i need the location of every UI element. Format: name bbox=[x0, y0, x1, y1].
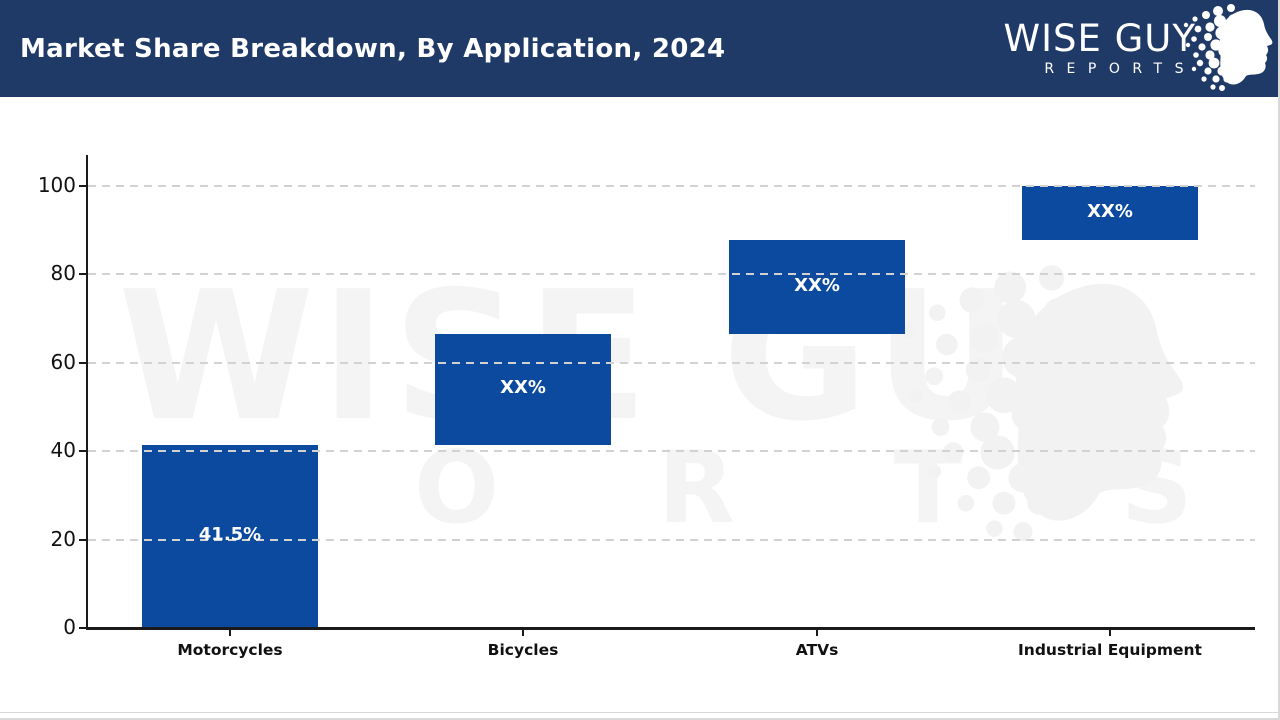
bar-value-label-bicycles: XX% bbox=[500, 377, 546, 399]
y-tick-mark bbox=[79, 273, 87, 276]
x-category-label-atvs: ATVs bbox=[795, 641, 839, 659]
bar-value-label-industrial-equipment: XX% bbox=[1087, 201, 1133, 223]
dotted-head-profile-icon bbox=[1183, 3, 1273, 91]
y-tick-mark bbox=[79, 538, 87, 541]
bar-motorcycles bbox=[142, 444, 318, 628]
logo-wordmark-line1: WISE GUY bbox=[1003, 17, 1196, 60]
watermark-head-profile-icon bbox=[901, 265, 1183, 542]
y-tick-label-0: 0 bbox=[63, 615, 76, 639]
x-tick-mark bbox=[522, 629, 524, 636]
y-tick-mark bbox=[79, 627, 87, 629]
y-tick-label-20: 20 bbox=[50, 526, 76, 551]
y-tick-label-80: 80 bbox=[50, 261, 76, 286]
footer-divider bbox=[0, 712, 1278, 713]
bar-bicycles bbox=[435, 333, 611, 445]
gridline-100 bbox=[88, 185, 1255, 187]
x-category-label-industrial-equipment: Industrial Equipment bbox=[1018, 641, 1202, 659]
wise-guy-logo: WISE GUY REPORTS bbox=[1004, 0, 1274, 97]
x-tick-mark bbox=[229, 629, 231, 636]
y-tick-mark bbox=[79, 450, 87, 453]
y-tick-label-40: 40 bbox=[50, 438, 76, 463]
gridline-80 bbox=[88, 273, 1255, 276]
x-category-label-bicycles: Bicycles bbox=[487, 641, 559, 659]
chart-title: Market Share Breakdown, By Application, … bbox=[20, 33, 726, 64]
y-tick-mark bbox=[79, 361, 87, 364]
gridline-40 bbox=[88, 450, 1255, 453]
x-tick-mark bbox=[1109, 629, 1111, 636]
logo-wordmark: WISE GUY REPORTS bbox=[1004, 20, 1196, 77]
y-tick-label-60: 60 bbox=[50, 349, 76, 374]
x-axis-line bbox=[86, 627, 1255, 630]
logo-wordmark-line2: REPORTS bbox=[1044, 61, 1196, 77]
gridline-60 bbox=[88, 361, 1255, 364]
y-tick-label-100: 100 bbox=[37, 173, 76, 197]
y-axis-line bbox=[86, 155, 88, 629]
bar-value-label-motorcycles: 41.5% bbox=[198, 524, 262, 546]
y-tick-mark bbox=[79, 185, 87, 187]
x-category-label-motorcycles: Motorcycles bbox=[177, 641, 283, 659]
bar-industrial-equipment bbox=[1022, 186, 1198, 241]
gridline-20 bbox=[88, 538, 1255, 541]
x-tick-mark bbox=[816, 629, 818, 636]
bar-value-label-atvs: XX% bbox=[794, 274, 840, 296]
header-bar: Market Share Breakdown, By Application, … bbox=[0, 0, 1278, 97]
bar-atvs bbox=[729, 240, 905, 334]
